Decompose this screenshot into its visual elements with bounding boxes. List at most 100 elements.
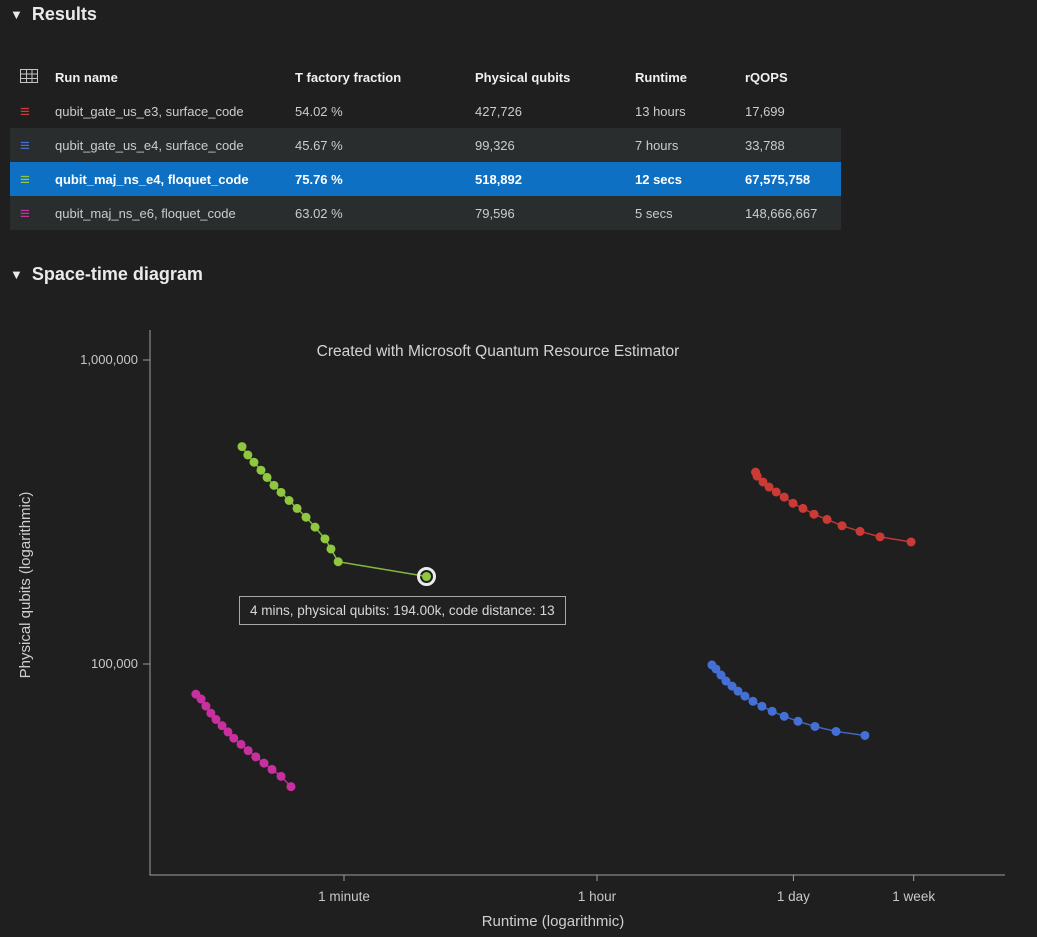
data-point[interactable] [758,477,768,487]
table-row[interactable]: ≡ qubit_gate_us_e4, surface_code 45.67 % 99… [10,128,841,162]
data-point[interactable] [860,730,870,740]
data-point[interactable] [716,670,726,680]
data-point[interactable] [733,686,743,696]
data-point[interactable] [793,716,803,726]
data-point[interactable] [206,708,216,718]
data-point[interactable] [875,532,885,542]
data-point[interactable] [798,503,808,513]
table-row[interactable]: ≡ qubit_maj_ns_e6, floquet_code 63.02 % 79,… [10,196,841,230]
chart-title: Created with Microsoft Quantum Resource … [317,343,680,360]
data-point[interactable] [292,503,302,513]
data-point[interactable] [201,701,211,711]
cell-run-name: qubit_maj_ns_e6, floquet_code [55,205,236,221]
cell-rqops: 67,575,758 [745,171,811,187]
data-point[interactable] [810,721,820,731]
cell-rqops: 17,699 [745,103,785,119]
data-point[interactable] [764,482,774,492]
collapse-results-icon[interactable]: ▼ [10,7,23,22]
data-point[interactable] [237,442,247,452]
data-point[interactable] [767,706,777,716]
data-point[interactable] [301,512,311,522]
collapse-spacetime-icon[interactable]: ▼ [10,267,23,282]
data-point[interactable] [333,557,343,567]
cell-rqops: 148,666,667 [745,205,818,221]
cell-runtime: 5 secs [635,205,673,221]
data-point[interactable] [269,480,279,490]
data-point[interactable] [256,465,266,475]
data-point[interactable] [727,681,737,691]
data-point[interactable] [217,721,227,731]
cell-runtime: 13 hours [635,103,686,119]
series-line [195,693,292,788]
space-time-chart: 1,000,000 100,000 1 minute 1 hour 1 day 1 wee… [17,330,1005,930]
results-section-title: Results [31,4,97,24]
column-header-run-name[interactable]: Run name [55,69,118,85]
data-point[interactable] [855,526,865,536]
data-point[interactable] [276,771,286,781]
x-tick-label: 1 minute [318,889,370,904]
column-header-t-factory-fraction[interactable]: T factory fraction [295,69,402,85]
series-lines-icon: ≡ [20,204,30,222]
data-point[interactable] [267,764,277,774]
data-point[interactable] [243,450,253,460]
data-point[interactable] [748,696,758,706]
cell-run-name: qubit_gate_us_e4, surface_code [55,137,244,153]
table-body: ≡ qubit_gate_us_e3, surface_code 54.02 % 42… [10,94,841,230]
data-point[interactable] [422,572,432,582]
column-header-rqops[interactable]: rQOPS [745,69,788,85]
data-point[interactable] [249,457,259,467]
column-header-runtime[interactable]: Runtime [635,69,687,85]
data-point[interactable] [711,664,721,674]
y-tick-label: 1,000,000 [80,352,138,367]
data-point[interactable] [276,487,286,497]
cell-t-factory-fraction: 45.67 % [295,137,343,153]
spacetime-section-title: Space-time diagram [31,264,203,284]
data-point[interactable] [284,496,294,506]
table-row[interactable]: ≡ qubit_gate_us_e3, surface_code 54.02 % 42… [10,94,841,128]
chart-tooltip: 4 mins, physical qubits: 194.00k, code d… [239,596,566,625]
series-lines-icon: ≡ [20,102,30,120]
data-point[interactable] [822,514,832,524]
cell-t-factory-fraction: 54.02 % [295,103,343,119]
data-point[interactable] [229,733,239,743]
data-point[interactable] [236,739,246,749]
x-axis-title: Runtime (logarithmic) [482,913,625,930]
data-point[interactable] [906,537,916,547]
y-tick-label: 100,000 [91,656,138,671]
data-point[interactable] [223,727,233,737]
data-point[interactable] [211,714,221,724]
highlighted-point-ring[interactable] [417,567,437,587]
data-point[interactable] [788,498,798,508]
series-line [241,446,427,578]
data-point[interactable] [326,544,336,554]
data-point[interactable] [837,521,847,531]
data-point[interactable] [740,691,750,701]
x-tick-label: 1 day [777,889,810,904]
data-point[interactable] [243,746,253,756]
data-point[interactable] [757,701,767,711]
data-point[interactable] [771,487,781,497]
data-point[interactable] [779,711,789,721]
data-point[interactable] [251,752,261,762]
data-point[interactable] [752,471,762,481]
data-point[interactable] [310,522,320,532]
data-point[interactable] [809,509,819,519]
table-row[interactable]: ≡ qubit_maj_ns_e4, floquet_code 75.76 % 518… [10,162,841,196]
results-table: Run name T factory fraction Physical qub… [10,60,841,230]
data-point[interactable] [262,472,272,482]
cell-physical-qubits: 99,326 [475,137,515,153]
column-header-physical-qubits[interactable]: Physical qubits [475,69,571,85]
cell-t-factory-fraction: 63.02 % [295,205,343,221]
series-line [754,471,912,543]
data-point[interactable] [721,676,731,686]
cell-t-factory-fraction: 75.76 % [295,171,343,187]
series-line [711,664,866,737]
data-point[interactable] [196,694,206,704]
data-point[interactable] [259,758,269,768]
data-point[interactable] [320,534,330,544]
data-point[interactable] [831,726,841,736]
table-header-row: Run name T factory fraction Physical qub… [10,60,841,94]
data-point[interactable] [286,782,296,792]
spacetime-section-header: ▼ Space-time diagram [10,264,203,285]
data-point[interactable] [779,492,789,502]
